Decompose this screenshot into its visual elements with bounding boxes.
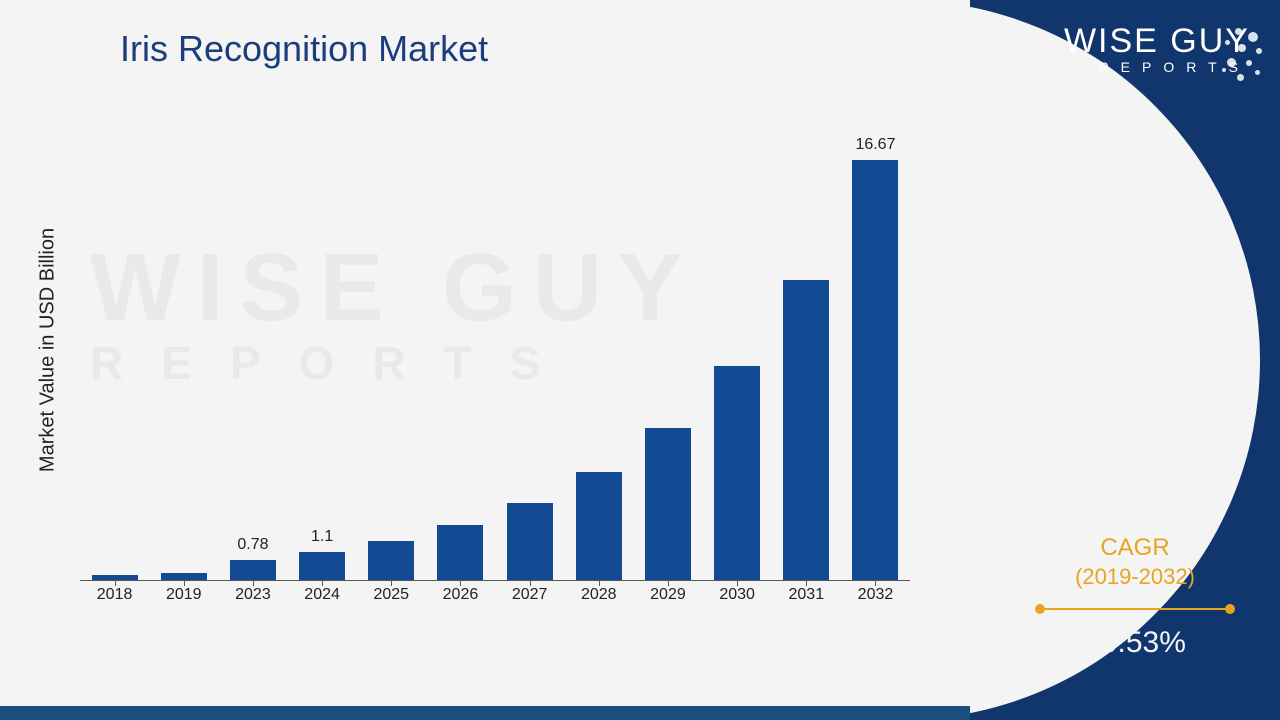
bar-slot	[80, 140, 149, 580]
chart-area: Iris Recognition Market WISE GUY REPORTS…	[0, 0, 970, 700]
plot-area: 0.78 1.1 16.67	[80, 140, 910, 580]
bar-slot	[633, 140, 702, 580]
cagr-divider	[1040, 608, 1230, 610]
cagr-value: 40.53%	[1020, 626, 1250, 660]
bar	[507, 503, 553, 580]
x-tick: 2018	[80, 586, 149, 604]
cagr-block: CAGR (2019-2032) 40.53%	[1020, 534, 1250, 660]
bar	[161, 573, 207, 580]
bar-slot	[772, 140, 841, 580]
x-tick: 2026	[426, 586, 495, 604]
y-axis-label: Market Value in USD Billion	[37, 228, 60, 472]
cagr-label: CAGR	[1020, 534, 1250, 562]
bar	[852, 160, 898, 580]
bar	[576, 472, 622, 580]
x-tick: 2023	[218, 586, 287, 604]
x-axis-line	[80, 580, 910, 581]
bar-slot	[495, 140, 564, 580]
bar-value-label: 0.78	[237, 536, 268, 554]
chart-title: Iris Recognition Market	[120, 28, 488, 70]
bar-slot: 0.78	[218, 140, 287, 580]
x-tick: 2031	[772, 586, 841, 604]
x-tick: 2024	[288, 586, 357, 604]
bar	[714, 366, 760, 580]
bottom-accent-bar	[0, 706, 970, 720]
bar-slot: 1.1	[288, 140, 357, 580]
cagr-range: (2019-2032)	[1020, 564, 1250, 590]
bar-slot	[357, 140, 426, 580]
bar-slot: 16.67	[841, 140, 910, 580]
bar	[230, 560, 276, 580]
x-tick: 2032	[841, 586, 910, 604]
bar-value-label: 1.1	[311, 528, 333, 546]
bar	[368, 541, 414, 580]
bar-slot	[564, 140, 633, 580]
x-tick: 2028	[564, 586, 633, 604]
bar	[645, 428, 691, 580]
x-axis-ticks: 2018201920232024202520262027202820292030…	[80, 586, 910, 604]
bar	[783, 280, 829, 580]
x-tick: 2019	[149, 586, 218, 604]
x-tick: 2027	[495, 586, 564, 604]
page: Iris Recognition Market WISE GUY REPORTS…	[0, 0, 1280, 720]
bars-container: 0.78 1.1 16.67	[80, 140, 910, 580]
bar-slot	[703, 140, 772, 580]
bar	[299, 552, 345, 580]
bar-slot	[426, 140, 495, 580]
x-tick: 2029	[633, 586, 702, 604]
x-tick: 2030	[703, 586, 772, 604]
bar-value-label: 16.67	[855, 136, 895, 154]
x-tick: 2025	[357, 586, 426, 604]
bar-slot	[149, 140, 218, 580]
bar	[437, 525, 483, 580]
logo-head-icon	[1204, 26, 1264, 96]
